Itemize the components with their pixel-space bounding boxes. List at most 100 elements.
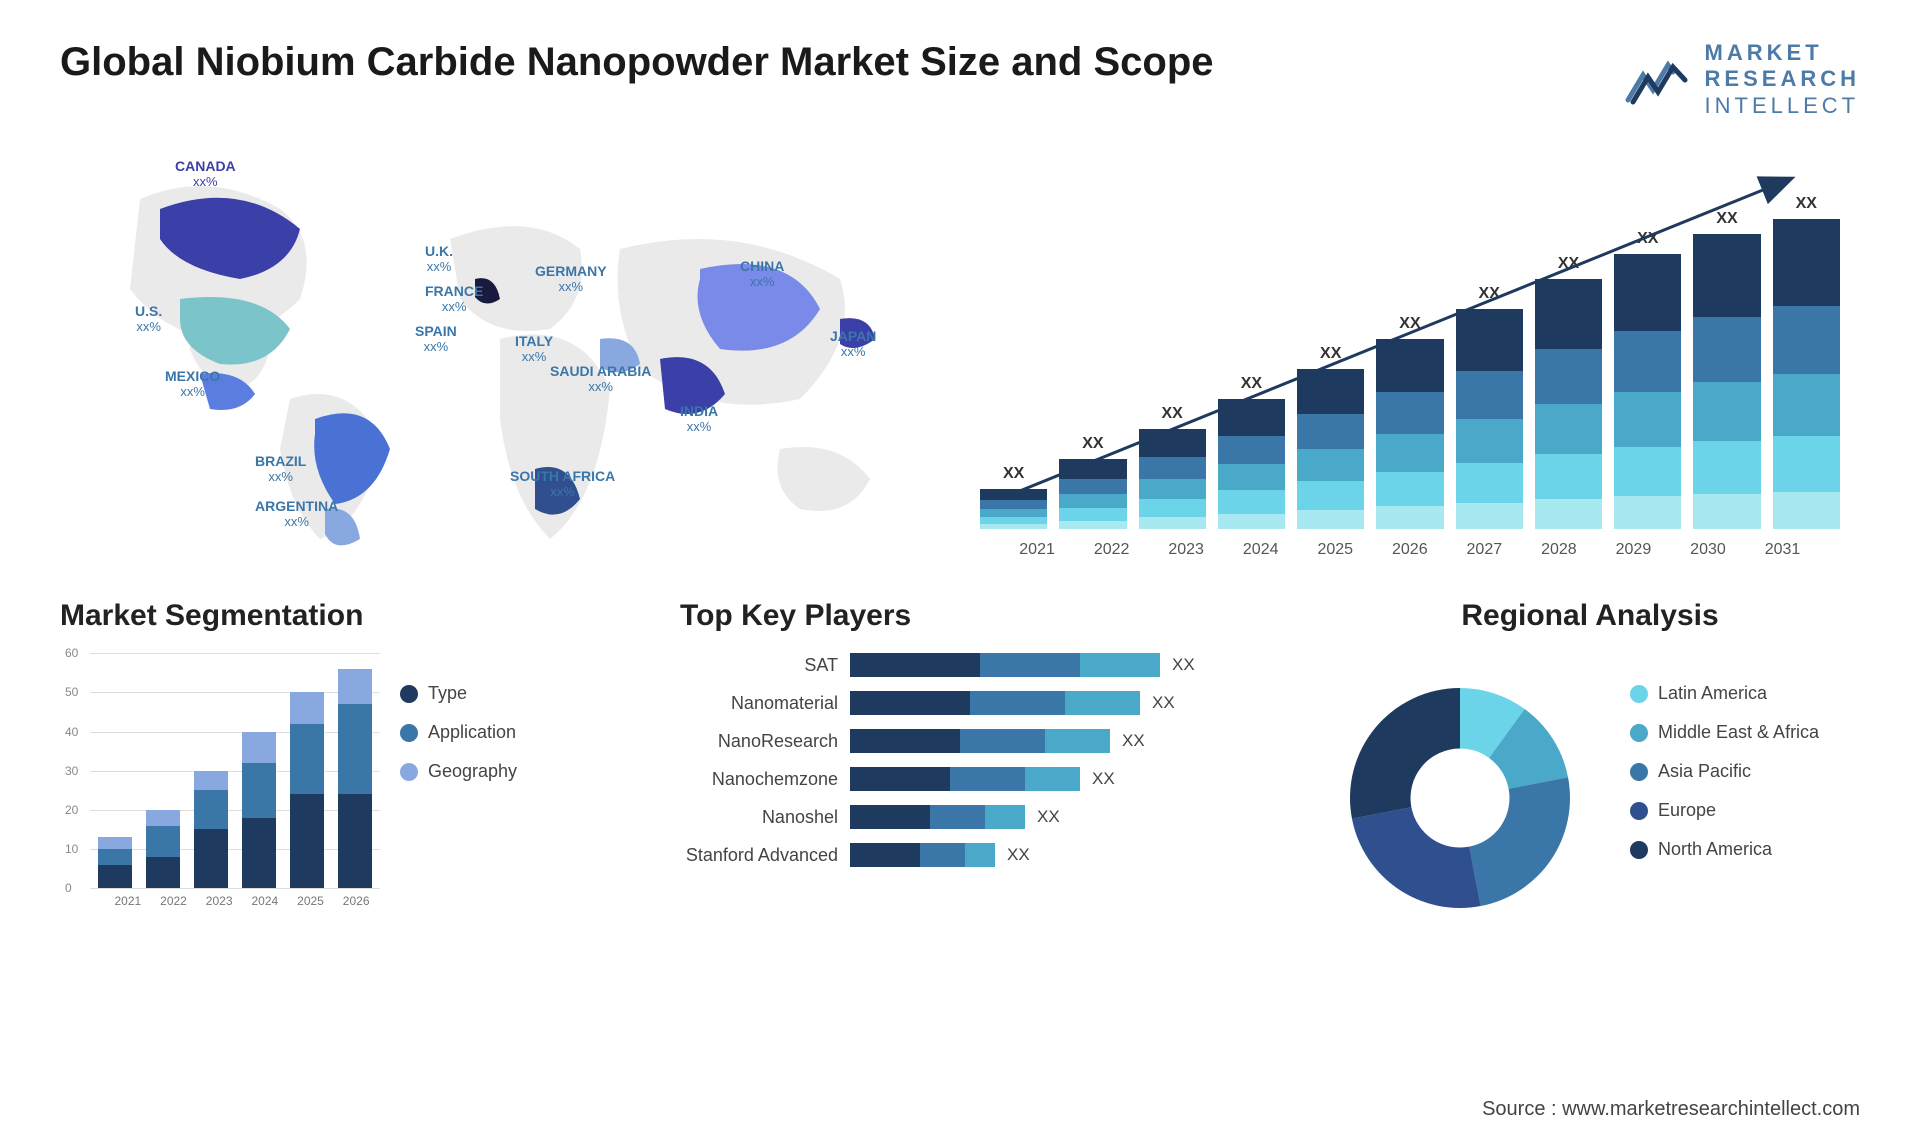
growth-year-label: 2031 — [1765, 541, 1801, 559]
regional-panel: Regional Analysis Latin AmericaMiddle Ea… — [1320, 599, 1860, 949]
seg-ytick: 10 — [65, 842, 78, 856]
donut-slice — [1469, 778, 1570, 907]
growth-bar-label: XX — [1637, 230, 1658, 248]
map-label: U.K.xx% — [425, 244, 453, 274]
seg-year-label: 2025 — [297, 894, 324, 908]
legend-item: Asia Pacific — [1630, 761, 1860, 782]
player-bar — [850, 691, 1140, 715]
seg-year-label: 2022 — [160, 894, 187, 908]
seg-ytick: 50 — [65, 685, 78, 699]
map-label: SAUDI ARABIAxx% — [550, 364, 651, 394]
map-label: SOUTH AFRICAxx% — [510, 469, 615, 499]
growth-bar-label: XX — [1003, 465, 1024, 483]
lower-section: Market Segmentation 0 10 20 30 40 50 60 2021 202… — [0, 569, 1920, 949]
legend-item: Type — [400, 683, 640, 704]
donut-slice — [1352, 807, 1481, 908]
growth-bar: XX — [1456, 285, 1523, 529]
growth-bar-label: XX — [1320, 345, 1341, 363]
growth-bar-label: XX — [1796, 195, 1817, 213]
player-name: Stanford Advanced — [680, 845, 850, 866]
regional-title: Regional Analysis — [1320, 599, 1860, 633]
player-name: NanoResearch — [680, 731, 850, 752]
growth-year-label: 2023 — [1168, 541, 1204, 559]
growth-bar-label: XX — [1161, 405, 1182, 423]
logo-icon — [1623, 50, 1693, 110]
player-row: NanoshelXX — [680, 805, 1280, 829]
seg-bar — [194, 771, 228, 888]
players-chart: SATXXNanomaterialXXNanoResearchXXNanoche… — [680, 653, 1280, 867]
map-label: ITALYxx% — [515, 334, 553, 364]
growth-year-label: 2022 — [1094, 541, 1130, 559]
legend-item: Europe — [1630, 800, 1860, 821]
seg-ytick: 60 — [65, 646, 78, 660]
map-label: CHINAxx% — [740, 259, 784, 289]
segmentation-chart: 0102030405060202120222023202420252026 — [60, 653, 380, 913]
growth-bar-label: XX — [1558, 255, 1579, 273]
segmentation-title: Market Segmentation — [60, 599, 640, 633]
player-row: Nanochemzone XX — [680, 767, 1280, 791]
seg-year-label: 2024 — [251, 894, 278, 908]
player-name: SAT — [680, 655, 850, 676]
map-label: JAPANxx% — [830, 329, 876, 359]
legend-item: Application — [400, 722, 640, 743]
map-label: INDIAxx% — [680, 404, 718, 434]
growth-year-label: 2025 — [1317, 541, 1353, 559]
map-label: SPAINxx% — [415, 324, 457, 354]
seg-ytick: 20 — [65, 803, 78, 817]
growth-chart: XXXXXXXXXXXXXXXXXXXXXX 20212022202320242… — [960, 139, 1860, 569]
header: Global Niobium Carbide Nanopowder Market… — [0, 0, 1920, 139]
player-row: SAT XX — [680, 653, 1280, 677]
growth-bar: XX — [1059, 435, 1126, 529]
growth-year-label: 2024 — [1243, 541, 1279, 559]
growth-year-label: 2028 — [1541, 541, 1577, 559]
map-label: FRANCExx% — [425, 284, 483, 314]
logo-text: MARKET RESEARCH INTELLECT — [1705, 40, 1860, 119]
growth-bar: XX — [1297, 345, 1364, 529]
player-value: XX — [1152, 693, 1175, 713]
player-row: NanoResearchXX — [680, 729, 1280, 753]
growth-bar: XX — [1693, 210, 1760, 529]
legend-item: Middle East & Africa — [1630, 722, 1860, 743]
seg-bar — [338, 669, 372, 888]
growth-bar: XX — [1218, 375, 1285, 529]
seg-ytick: 0 — [65, 881, 72, 895]
growth-year-label: 2030 — [1690, 541, 1726, 559]
map-label: ARGENTINAxx% — [255, 499, 338, 529]
player-value: XX — [1037, 807, 1060, 827]
seg-bar — [290, 692, 324, 888]
growth-bar-label: XX — [1082, 435, 1103, 453]
map-label: CANADAxx% — [175, 159, 236, 189]
regional-legend: Latin AmericaMiddle East & AfricaAsia Pa… — [1630, 653, 1860, 923]
growth-bar: XX — [1376, 315, 1443, 529]
segmentation-panel: Market Segmentation 0 10 20 30 40 50 60 2021 202… — [60, 599, 640, 949]
legend-item: Geography — [400, 761, 640, 782]
player-value: XX — [1007, 845, 1030, 865]
growth-bar: XX — [1614, 230, 1681, 529]
world-map-panel: CANADAxx%U.S.xx%MEXICOxx%BRAZILxx%ARGENT… — [60, 139, 920, 569]
world-map-highlights — [60, 139, 920, 569]
player-value: XX — [1092, 769, 1115, 789]
page-title: Global Niobium Carbide Nanopowder Market… — [60, 40, 1214, 85]
seg-bar — [242, 732, 276, 889]
growth-bar: XX — [1139, 405, 1206, 529]
legend-item: North America — [1630, 839, 1860, 860]
player-name: Nanomaterial — [680, 693, 850, 714]
seg-ytick: 30 — [65, 764, 78, 778]
upper-section: CANADAxx%U.S.xx%MEXICOxx%BRAZILxx%ARGENT… — [0, 139, 1920, 569]
player-bar — [850, 653, 1160, 677]
seg-year-label: 2023 — [206, 894, 233, 908]
map-label: MEXICOxx% — [165, 369, 220, 399]
player-name: Nanochemzone — [680, 769, 850, 790]
seg-year-label: 2021 — [114, 894, 141, 908]
player-bar — [850, 843, 995, 867]
seg-bar — [146, 810, 180, 888]
growth-bar: XX — [980, 465, 1047, 529]
player-value: XX — [1172, 655, 1195, 675]
growth-bar-label: XX — [1399, 315, 1420, 333]
seg-ytick: 40 — [65, 725, 78, 739]
player-row: Stanford Advanced XX — [680, 843, 1280, 867]
map-label: U.S.xx% — [135, 304, 162, 334]
donut-slice — [1350, 688, 1460, 819]
player-bar — [850, 805, 1025, 829]
map-label: GERMANYxx% — [535, 264, 607, 294]
